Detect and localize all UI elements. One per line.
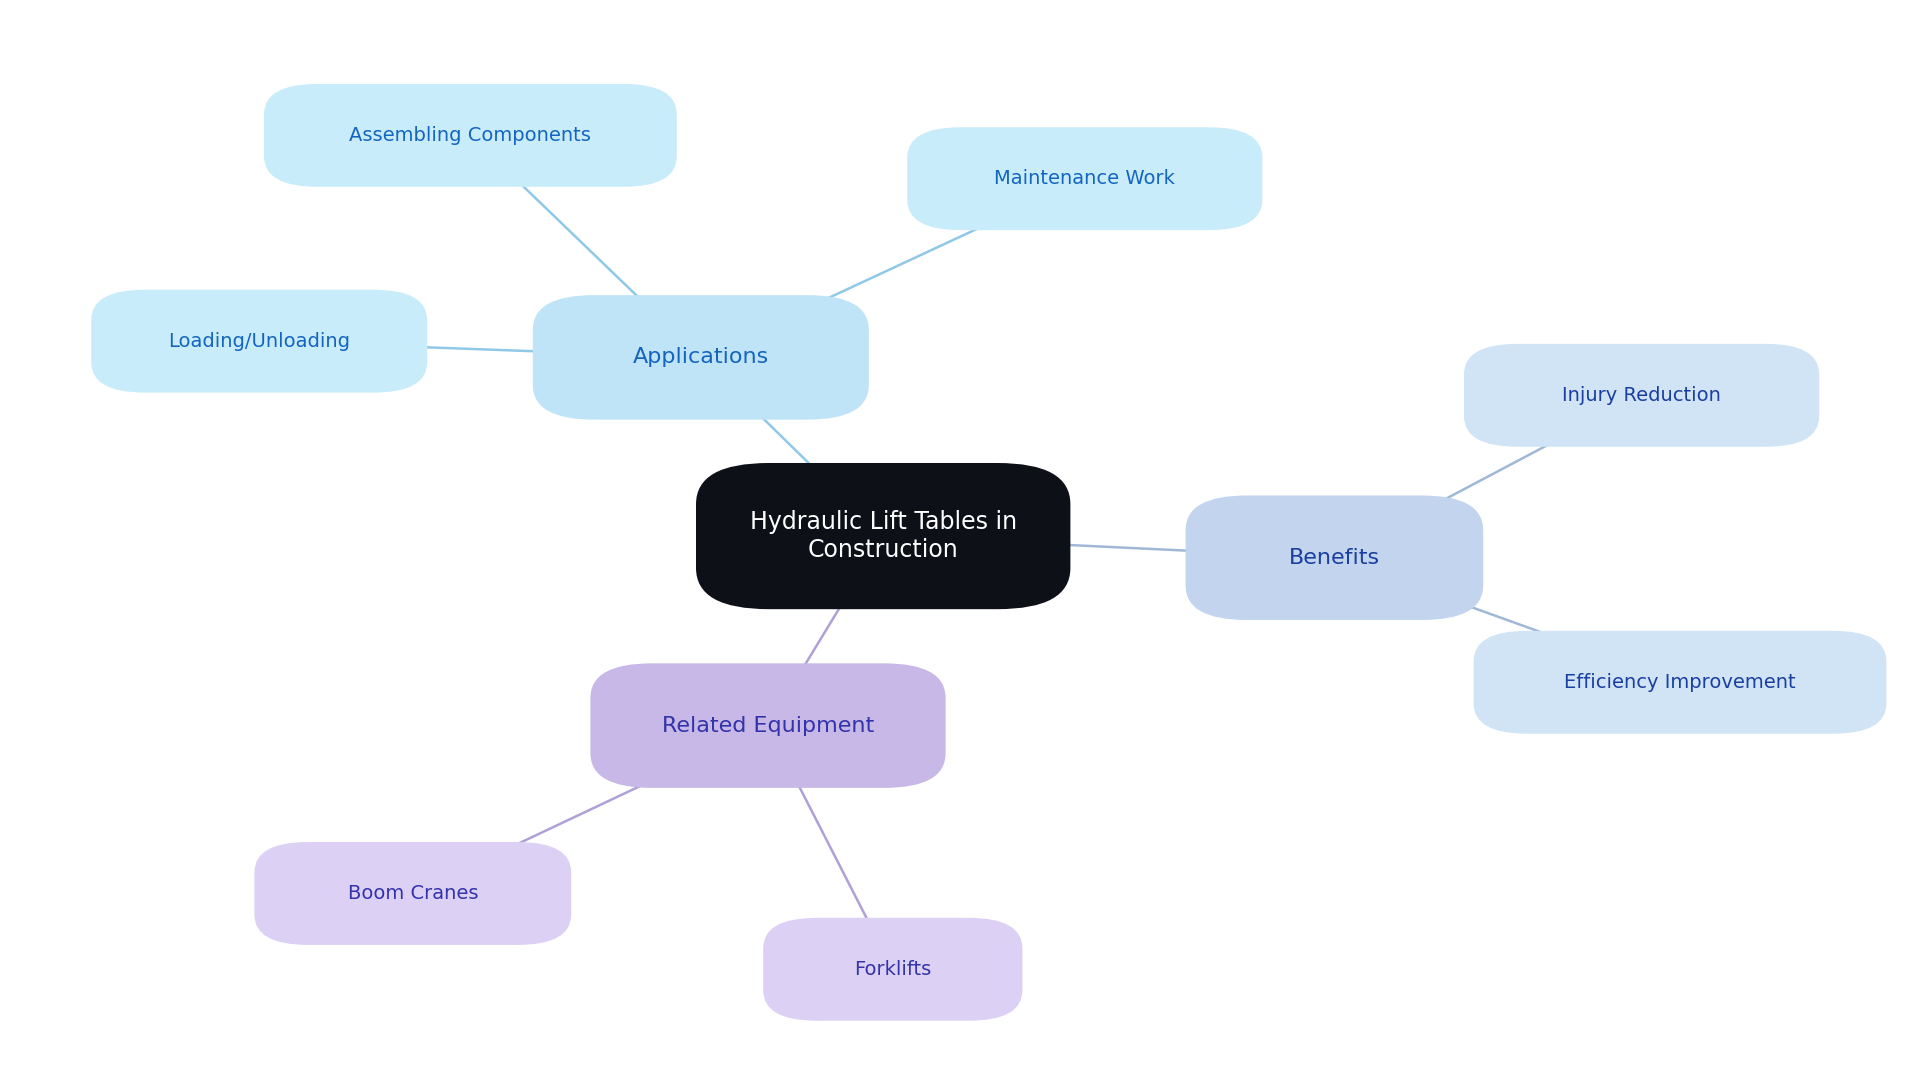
Text: Related Equipment: Related Equipment — [662, 716, 874, 735]
Text: Applications: Applications — [634, 348, 768, 367]
FancyBboxPatch shape — [92, 289, 426, 393]
FancyBboxPatch shape — [532, 295, 868, 419]
Text: Injury Reduction: Injury Reduction — [1563, 386, 1720, 405]
Text: Hydraulic Lift Tables in
Construction: Hydraulic Lift Tables in Construction — [749, 510, 1018, 562]
Text: Forklifts: Forklifts — [854, 960, 931, 979]
Text: Maintenance Work: Maintenance Work — [995, 169, 1175, 188]
FancyBboxPatch shape — [1475, 630, 1885, 734]
FancyBboxPatch shape — [591, 663, 945, 788]
FancyBboxPatch shape — [764, 918, 1021, 1020]
Text: Boom Cranes: Boom Cranes — [348, 884, 478, 903]
Text: Assembling Components: Assembling Components — [349, 126, 591, 145]
Text: Benefits: Benefits — [1288, 548, 1380, 567]
Text: Efficiency Improvement: Efficiency Improvement — [1565, 673, 1795, 692]
FancyBboxPatch shape — [253, 843, 572, 944]
FancyBboxPatch shape — [265, 84, 678, 186]
FancyBboxPatch shape — [1185, 496, 1482, 619]
FancyBboxPatch shape — [697, 464, 1071, 609]
Text: Loading/Unloading: Loading/Unloading — [169, 331, 349, 351]
FancyBboxPatch shape — [906, 128, 1263, 231]
FancyBboxPatch shape — [1463, 344, 1820, 446]
